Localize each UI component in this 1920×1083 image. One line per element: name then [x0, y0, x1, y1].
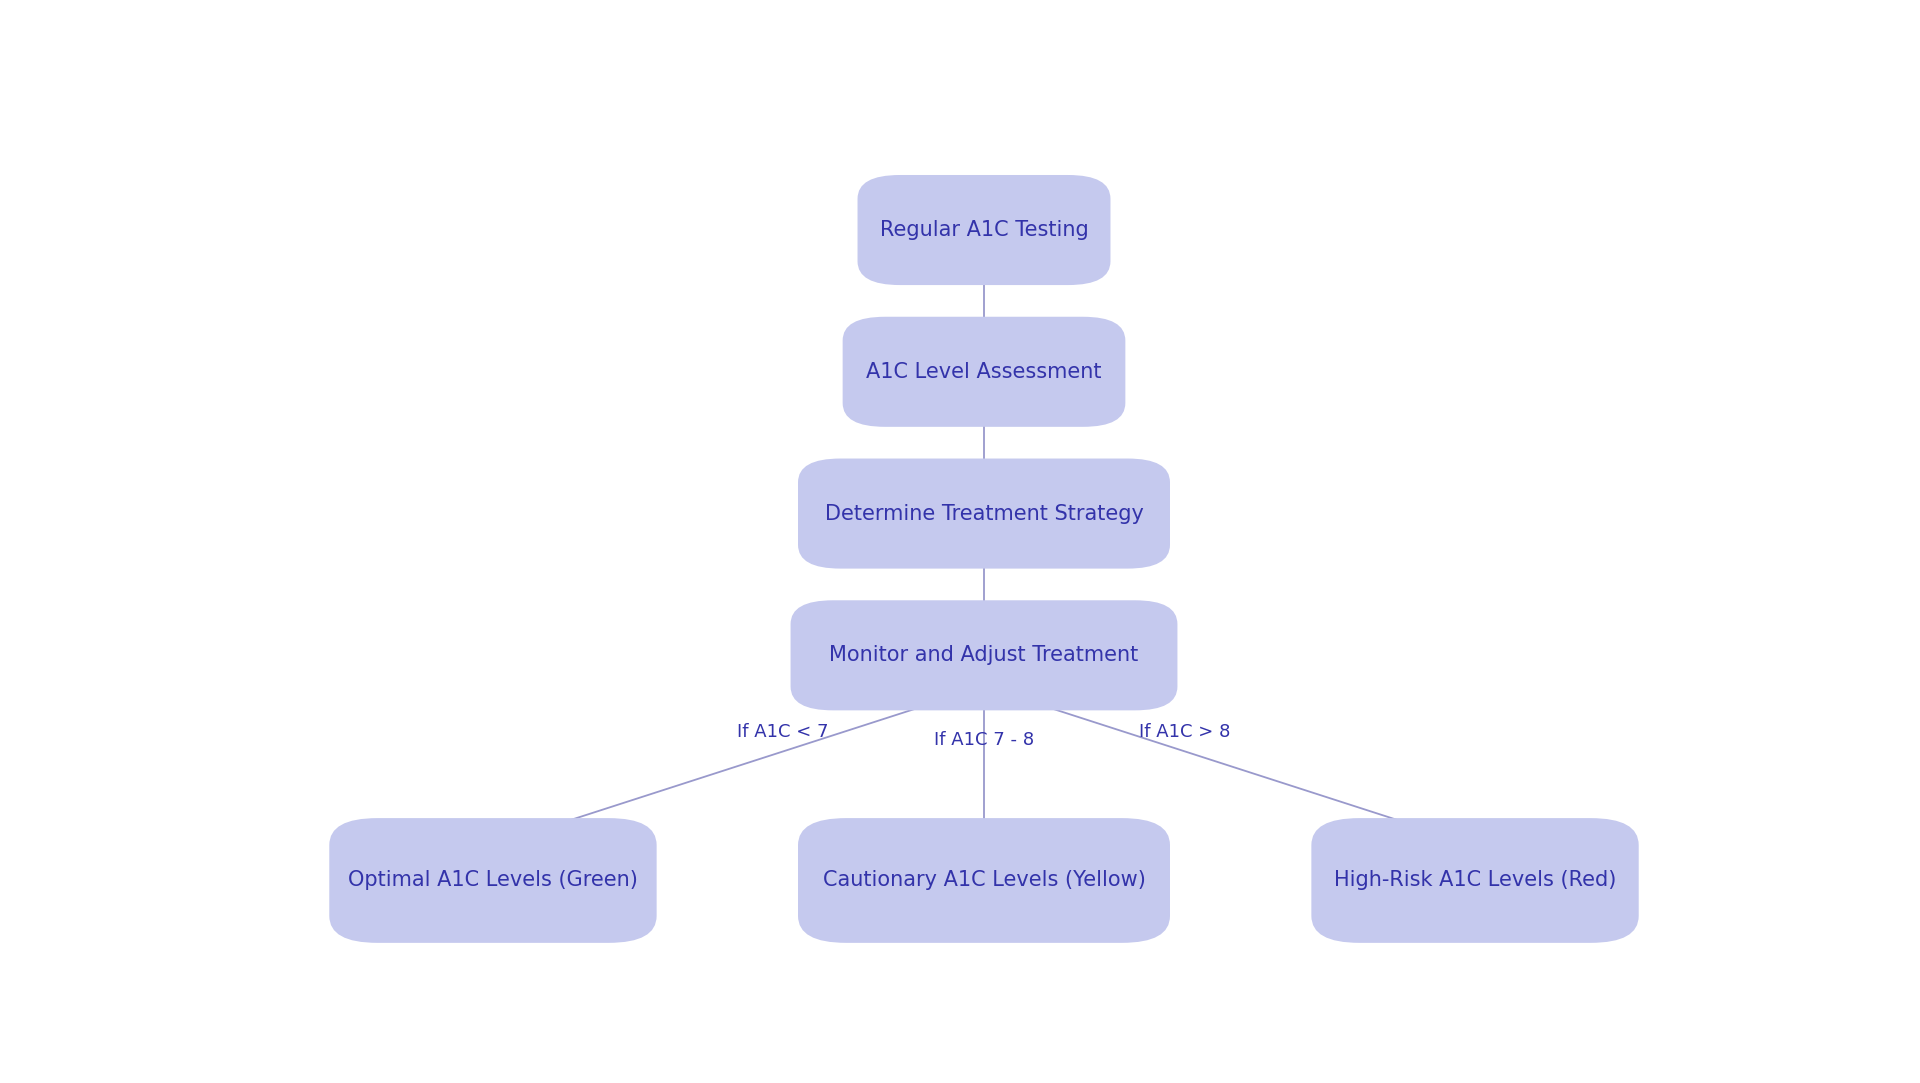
FancyBboxPatch shape [791, 600, 1177, 710]
FancyBboxPatch shape [330, 818, 657, 943]
Text: Monitor and Adjust Treatment: Monitor and Adjust Treatment [829, 645, 1139, 665]
FancyBboxPatch shape [843, 316, 1125, 427]
Text: A1C Level Assessment: A1C Level Assessment [866, 362, 1102, 382]
FancyBboxPatch shape [799, 458, 1169, 569]
FancyBboxPatch shape [1311, 818, 1640, 943]
Text: Cautionary A1C Levels (Yellow): Cautionary A1C Levels (Yellow) [822, 871, 1146, 890]
FancyBboxPatch shape [799, 818, 1169, 943]
Text: Optimal A1C Levels (Green): Optimal A1C Levels (Green) [348, 871, 637, 890]
Text: Determine Treatment Strategy: Determine Treatment Strategy [824, 504, 1144, 523]
Text: If A1C < 7: If A1C < 7 [737, 722, 829, 741]
Text: If A1C > 8: If A1C > 8 [1139, 722, 1231, 741]
Text: High-Risk A1C Levels (Red): High-Risk A1C Levels (Red) [1334, 871, 1617, 890]
Text: If A1C 7 - 8: If A1C 7 - 8 [933, 731, 1035, 749]
FancyBboxPatch shape [858, 175, 1110, 285]
Text: Regular A1C Testing: Regular A1C Testing [879, 220, 1089, 240]
